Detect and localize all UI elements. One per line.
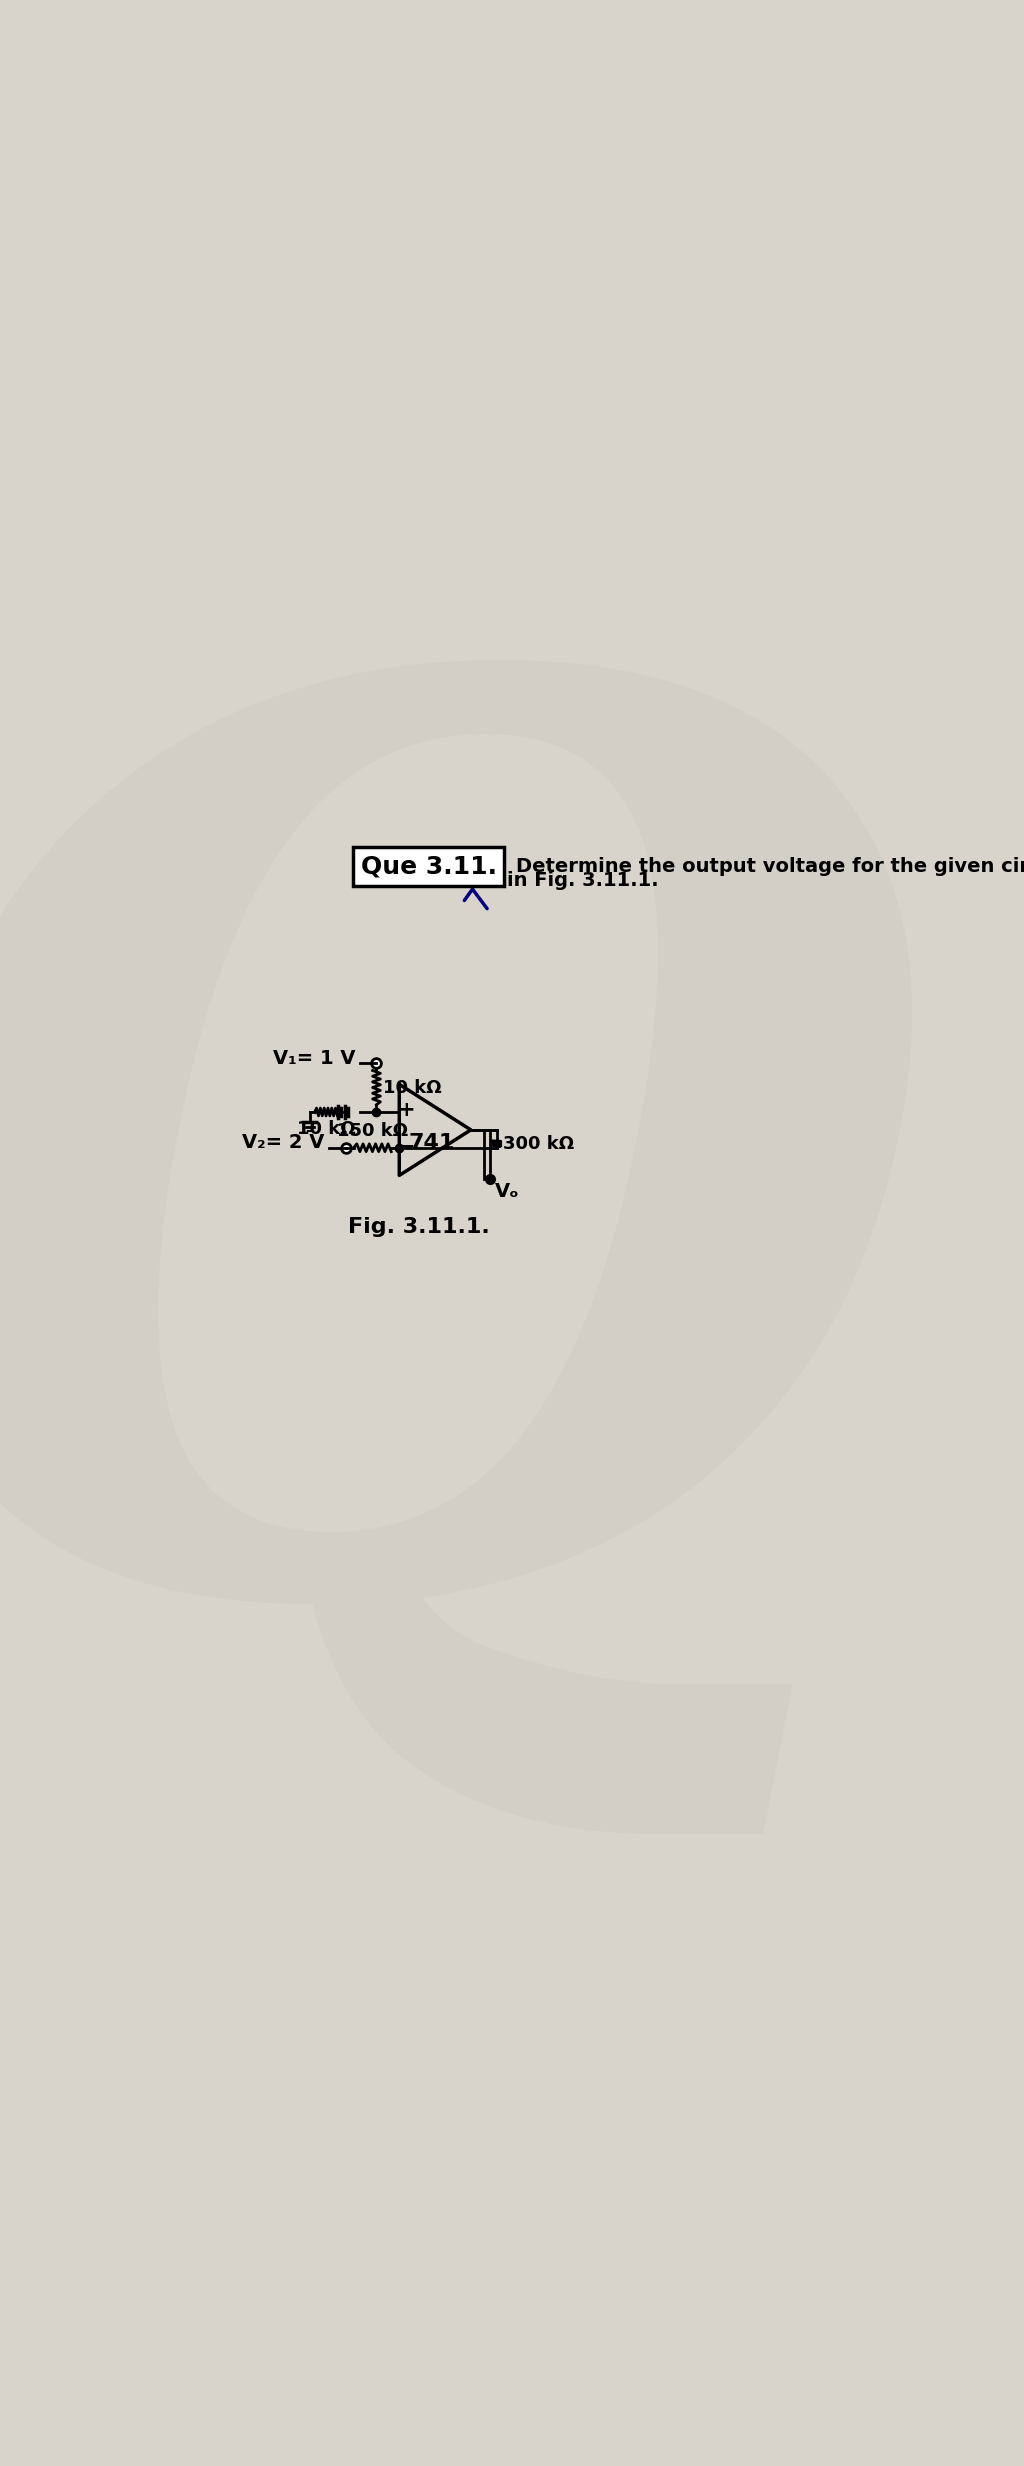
Text: 10 kΩ: 10 kΩ: [383, 1078, 441, 1097]
Text: 741: 741: [409, 1132, 455, 1154]
Text: +: +: [397, 1100, 416, 1120]
Text: Fig. 3.11.1.: Fig. 3.11.1.: [348, 1218, 489, 1238]
Text: 10 kΩ: 10 kΩ: [297, 1120, 355, 1139]
Text: 300 kΩ: 300 kΩ: [503, 1134, 573, 1152]
Text: Determine the output voltage for the given circuit shown: Determine the output voltage for the giv…: [516, 856, 1024, 875]
Text: in Fig. 3.11.1.: in Fig. 3.11.1.: [507, 870, 658, 890]
Text: V₂= 2 V: V₂= 2 V: [242, 1134, 325, 1152]
Text: Q: Q: [0, 639, 931, 1850]
Text: Que 3.11.: Que 3.11.: [360, 853, 497, 878]
Text: 150 kΩ: 150 kΩ: [337, 1122, 408, 1139]
Text: −: −: [397, 1137, 416, 1157]
Text: Vₒ: Vₒ: [496, 1181, 520, 1201]
Text: V₁= 1 V: V₁= 1 V: [272, 1048, 355, 1068]
